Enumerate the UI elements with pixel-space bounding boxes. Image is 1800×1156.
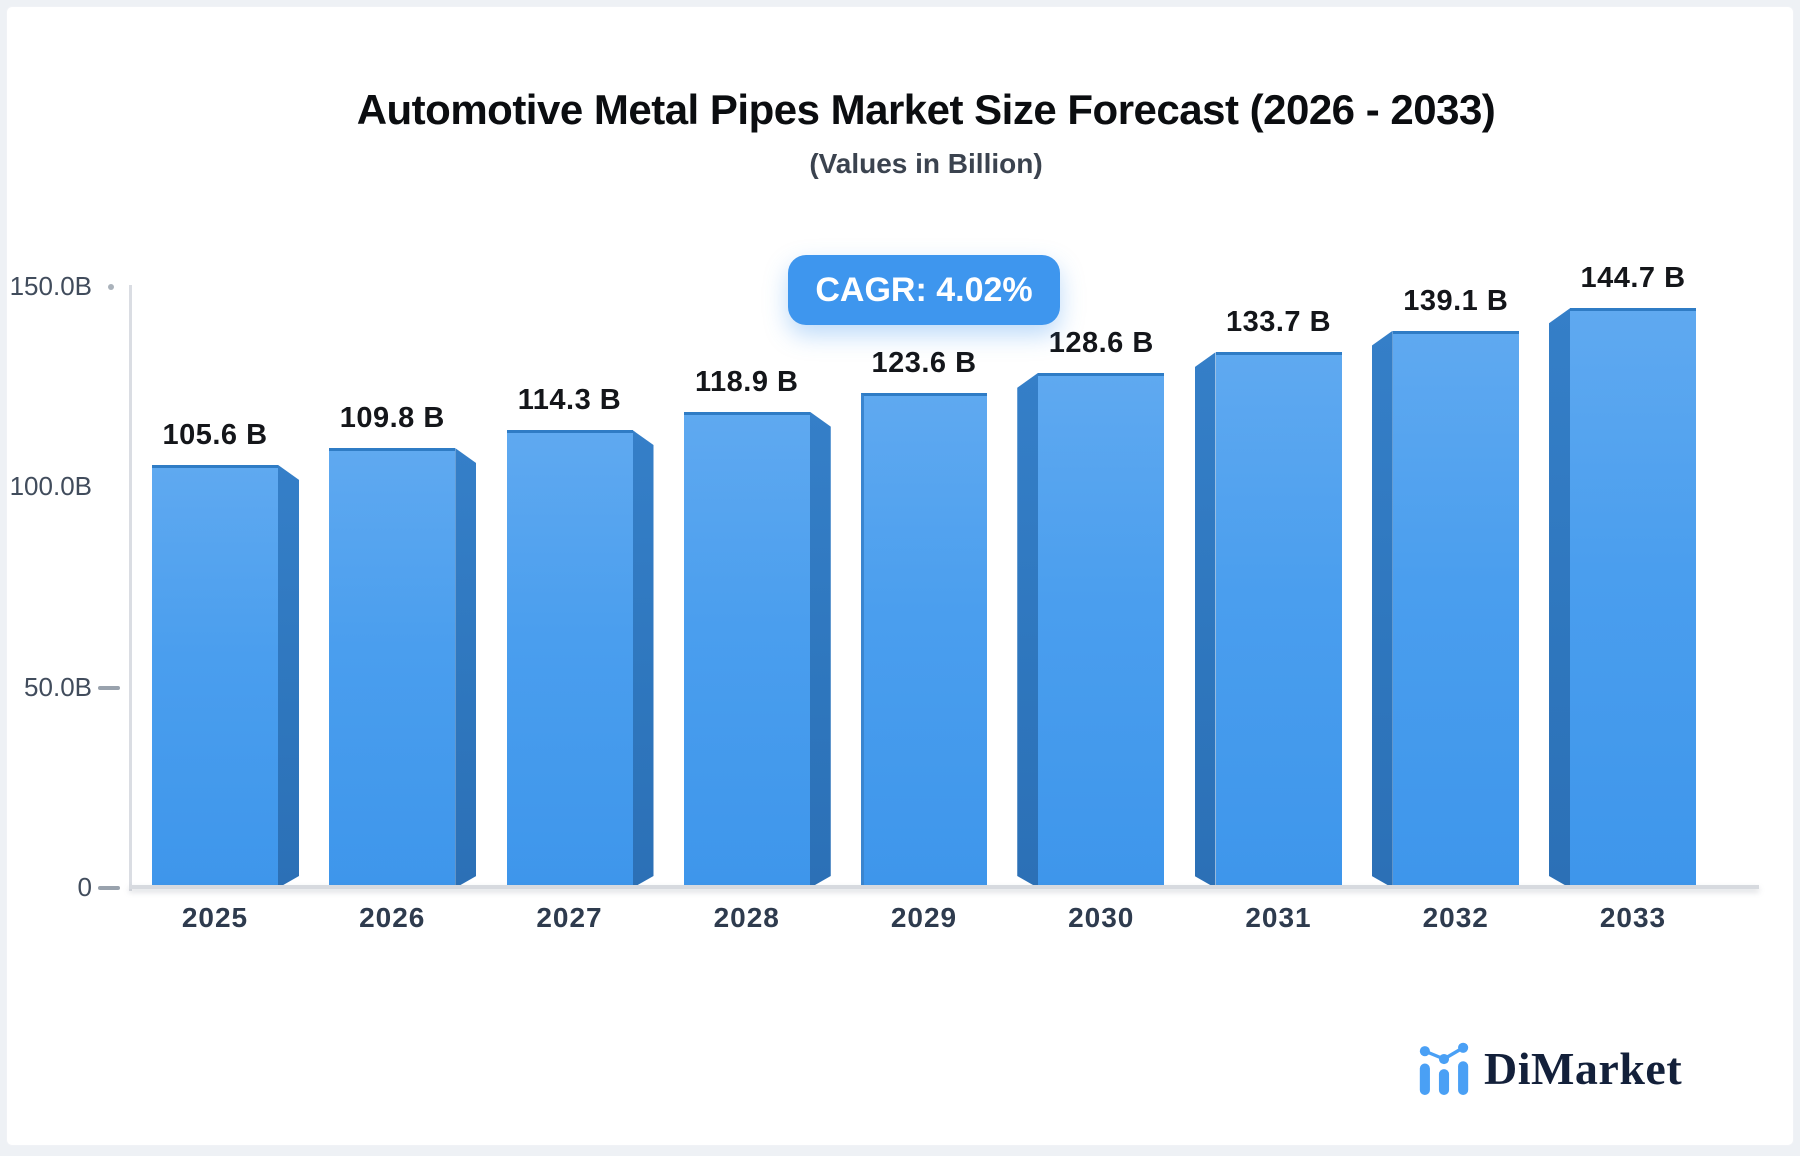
- bar-value-label: 109.8 B: [339, 402, 445, 435]
- bar-2025[interactable]: [152, 464, 278, 888]
- bar-value-label: 133.7 B: [1225, 306, 1332, 339]
- y-axis-tick-mark: [98, 685, 120, 690]
- x-axis-label: 2032: [1422, 902, 1489, 933]
- y-axis-tick-mark: [108, 284, 114, 290]
- bar-value-label: 139.1 B: [1403, 284, 1509, 317]
- y-axis-line: [129, 285, 132, 891]
- x-axis-label: 2030: [1068, 902, 1135, 933]
- bar-3d-side: [633, 430, 654, 888]
- bar-3d-side: [1195, 352, 1216, 888]
- x-axis-label: 2026: [359, 902, 426, 933]
- brand-logo-text: DiMarket: [1484, 1042, 1683, 1094]
- x-axis-label: 2029: [890, 902, 958, 933]
- x-axis-label: 2031: [1245, 902, 1312, 933]
- y-axis-tick-label: 150.0B: [9, 271, 92, 301]
- bar-2026[interactable]: [329, 448, 456, 888]
- page-title: Automotive Metal Pipes Market Size Forec…: [356, 86, 1496, 133]
- page-subtitle: (Values in Billion): [809, 148, 1043, 179]
- bar-2027[interactable]: [506, 430, 633, 888]
- y-axis-tick-mark: [98, 886, 120, 890]
- y-axis-tick-label: 0: [77, 872, 92, 902]
- x-axis-label: 2033: [1599, 902, 1667, 933]
- bar-value-label: 144.7 B: [1580, 262, 1686, 295]
- x-axis-line: [129, 885, 1759, 889]
- brand-logo: DiMarket: [1418, 1036, 1682, 1100]
- bar-3d-side: [1549, 308, 1570, 888]
- cagr-badge-label: CAGR: 4.02%: [815, 270, 1033, 309]
- bar-3d-side: [1017, 373, 1038, 888]
- bar-2029[interactable]: [861, 392, 987, 888]
- bar-2030[interactable]: [1038, 372, 1165, 888]
- y-axis-tick-label: 50.0B: [24, 671, 92, 702]
- chart-header: Automotive Metal Pipes Market Size Forec…: [0, 86, 1800, 180]
- bar-2031[interactable]: [1215, 352, 1342, 888]
- bar-2033[interactable]: [1570, 308, 1696, 888]
- x-axis-label: 2027: [536, 902, 603, 933]
- bar-3d-side: [1372, 331, 1393, 888]
- bar-value-label: 128.6 B: [1048, 326, 1154, 359]
- bar-3d-side: [810, 412, 831, 888]
- y-axis-tick-label: 100.0B: [9, 471, 92, 502]
- mini-bar-chart-icon: [1419, 1042, 1469, 1095]
- x-axis-label: 2028: [713, 902, 780, 933]
- bar-value-label: 114.3 B: [517, 384, 622, 417]
- bar-value-label: 118.9 B: [695, 365, 799, 398]
- cagr-badge: CAGR: 4.02%: [788, 255, 1060, 325]
- bar-2028[interactable]: [683, 411, 810, 888]
- bar-value-label: 123.6 B: [871, 346, 977, 379]
- bar-3d-side: [278, 465, 299, 888]
- bar-3d-side: [455, 448, 476, 888]
- bar-2032[interactable]: [1392, 330, 1519, 888]
- bar-value-label: 105.6 B: [162, 418, 268, 451]
- x-axis-label: 2025: [181, 902, 249, 933]
